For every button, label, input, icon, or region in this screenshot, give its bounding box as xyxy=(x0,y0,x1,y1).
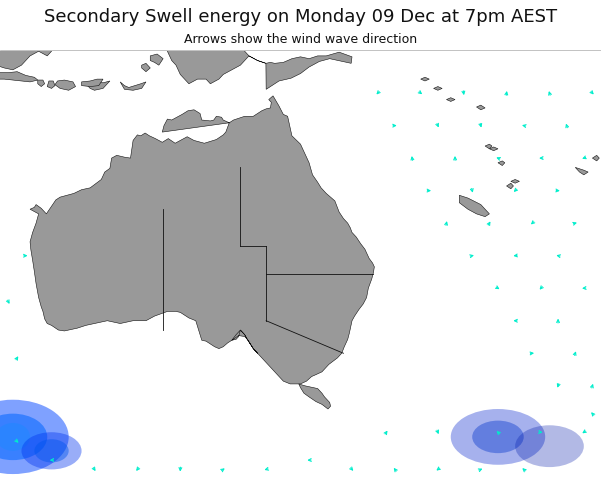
Polygon shape xyxy=(477,105,485,110)
Polygon shape xyxy=(0,19,52,70)
Polygon shape xyxy=(30,96,374,384)
Polygon shape xyxy=(47,81,55,88)
Polygon shape xyxy=(86,81,110,90)
Ellipse shape xyxy=(22,432,82,469)
Polygon shape xyxy=(0,71,38,82)
Polygon shape xyxy=(485,144,492,149)
Text: Arrows show the wind wave direction: Arrows show the wind wave direction xyxy=(184,34,417,46)
Polygon shape xyxy=(433,86,442,90)
Polygon shape xyxy=(489,147,498,151)
Text: Secondary Swell energy on Monday 09 Dec at 7pm AEST: Secondary Swell energy on Monday 09 Dec … xyxy=(44,8,557,26)
Ellipse shape xyxy=(451,409,545,465)
Polygon shape xyxy=(82,79,103,86)
Polygon shape xyxy=(593,155,599,161)
Ellipse shape xyxy=(0,423,30,451)
Polygon shape xyxy=(150,54,163,65)
Ellipse shape xyxy=(0,414,47,460)
Polygon shape xyxy=(511,180,519,183)
Polygon shape xyxy=(447,98,455,102)
Ellipse shape xyxy=(34,439,69,463)
Polygon shape xyxy=(266,52,352,89)
Polygon shape xyxy=(421,77,429,81)
Polygon shape xyxy=(507,183,513,189)
Polygon shape xyxy=(498,161,505,165)
Polygon shape xyxy=(55,80,76,90)
Polygon shape xyxy=(459,195,489,217)
Polygon shape xyxy=(168,19,266,84)
Ellipse shape xyxy=(472,421,523,453)
Ellipse shape xyxy=(0,400,69,474)
Polygon shape xyxy=(299,384,331,409)
Polygon shape xyxy=(120,82,146,90)
Polygon shape xyxy=(575,167,588,175)
Ellipse shape xyxy=(515,425,584,467)
Polygon shape xyxy=(38,80,44,86)
Polygon shape xyxy=(142,63,150,72)
